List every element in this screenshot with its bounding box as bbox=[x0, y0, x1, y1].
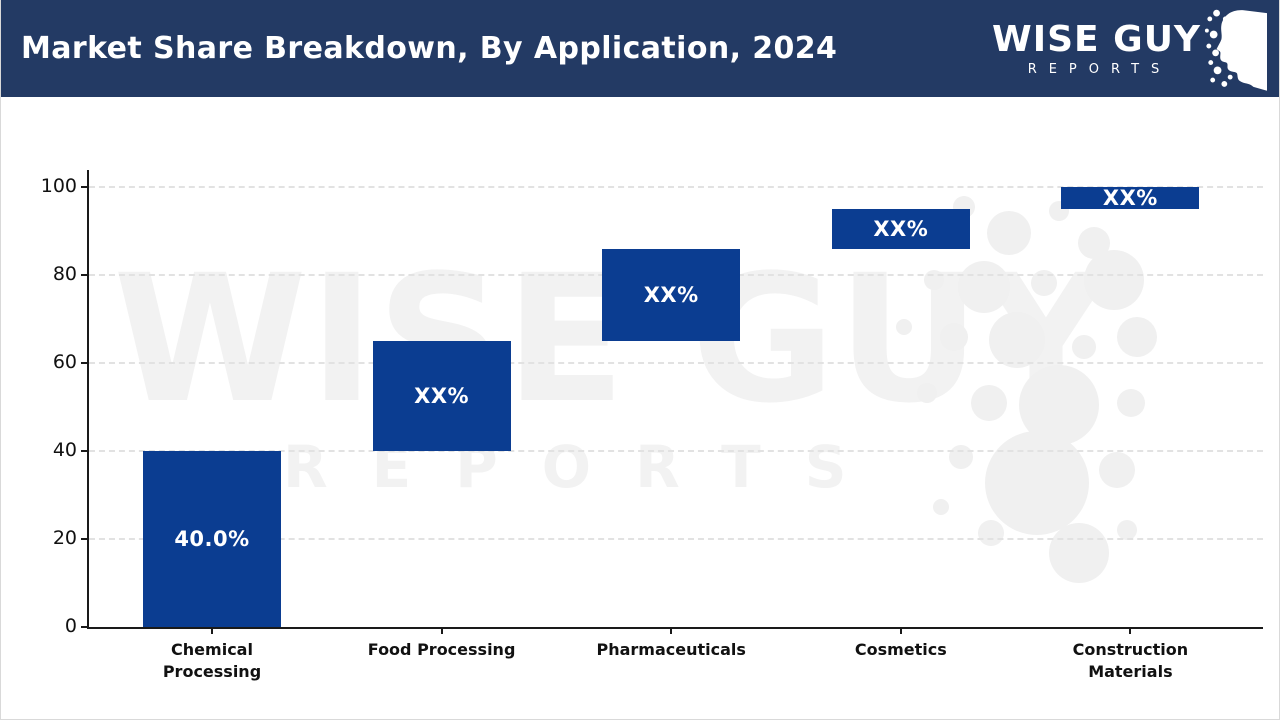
logo-wordmark: WISE GUY bbox=[991, 18, 1201, 60]
bar: 40.0% bbox=[143, 451, 281, 627]
y-axis-line bbox=[87, 170, 89, 629]
bar-value-label: XX% bbox=[414, 384, 470, 408]
wiseguy-logo: WISE GUY REPORTS bbox=[992, 7, 1267, 91]
x-tick-mark bbox=[670, 627, 673, 634]
y-tick-label: 40 bbox=[52, 439, 77, 461]
y-tick-mark bbox=[81, 450, 89, 452]
grid-line bbox=[89, 450, 1263, 452]
y-tick-mark bbox=[81, 274, 89, 276]
bar-value-label: 40.0% bbox=[174, 527, 250, 551]
bar-value-label: XX% bbox=[873, 216, 929, 241]
x-category-label: Construction Materials bbox=[1072, 640, 1189, 681]
bar: XX% bbox=[372, 341, 511, 451]
y-tick-label: 60 bbox=[52, 351, 77, 373]
y-tick-mark bbox=[81, 538, 89, 540]
x-category-label: Food Processing bbox=[367, 640, 516, 659]
y-tick-mark bbox=[81, 186, 89, 188]
x-tick-mark bbox=[1129, 627, 1132, 634]
y-tick-label: 100 bbox=[40, 175, 77, 197]
y-tick-mark bbox=[81, 626, 89, 628]
grid-line bbox=[89, 362, 1263, 364]
x-tick-mark bbox=[440, 627, 443, 634]
x-category-label: Pharmaceuticals bbox=[596, 640, 746, 659]
logo-face-icon bbox=[1204, 9, 1267, 91]
logo-subtitle: REPORTS bbox=[1027, 61, 1172, 77]
bar: XX% bbox=[602, 248, 741, 341]
x-category-label: Chemical Processing bbox=[162, 640, 262, 681]
header: Market Share Breakdown, By Application, … bbox=[1, 0, 1279, 97]
y-tick-label: 20 bbox=[52, 527, 77, 549]
page-title: Market Share Breakdown, By Application, … bbox=[21, 31, 838, 66]
y-tick-mark bbox=[81, 362, 89, 364]
y-tick-label: 0 bbox=[64, 615, 77, 637]
x-category-label: Cosmetics bbox=[854, 640, 947, 659]
x-tick-mark bbox=[211, 627, 213, 634]
x-tick-mark bbox=[899, 627, 902, 634]
bar: XX% bbox=[831, 209, 970, 249]
bar-value-label: XX% bbox=[643, 282, 699, 307]
grid-line bbox=[89, 186, 1263, 188]
bar-value-label: XX% bbox=[1102, 186, 1158, 210]
bar: XX% bbox=[1061, 186, 1200, 210]
grid-line bbox=[89, 538, 1263, 540]
logo-text: WISE GUY REPORTS bbox=[991, 18, 1201, 77]
y-tick-label: 80 bbox=[52, 263, 77, 285]
x-axis-line bbox=[87, 627, 1263, 629]
